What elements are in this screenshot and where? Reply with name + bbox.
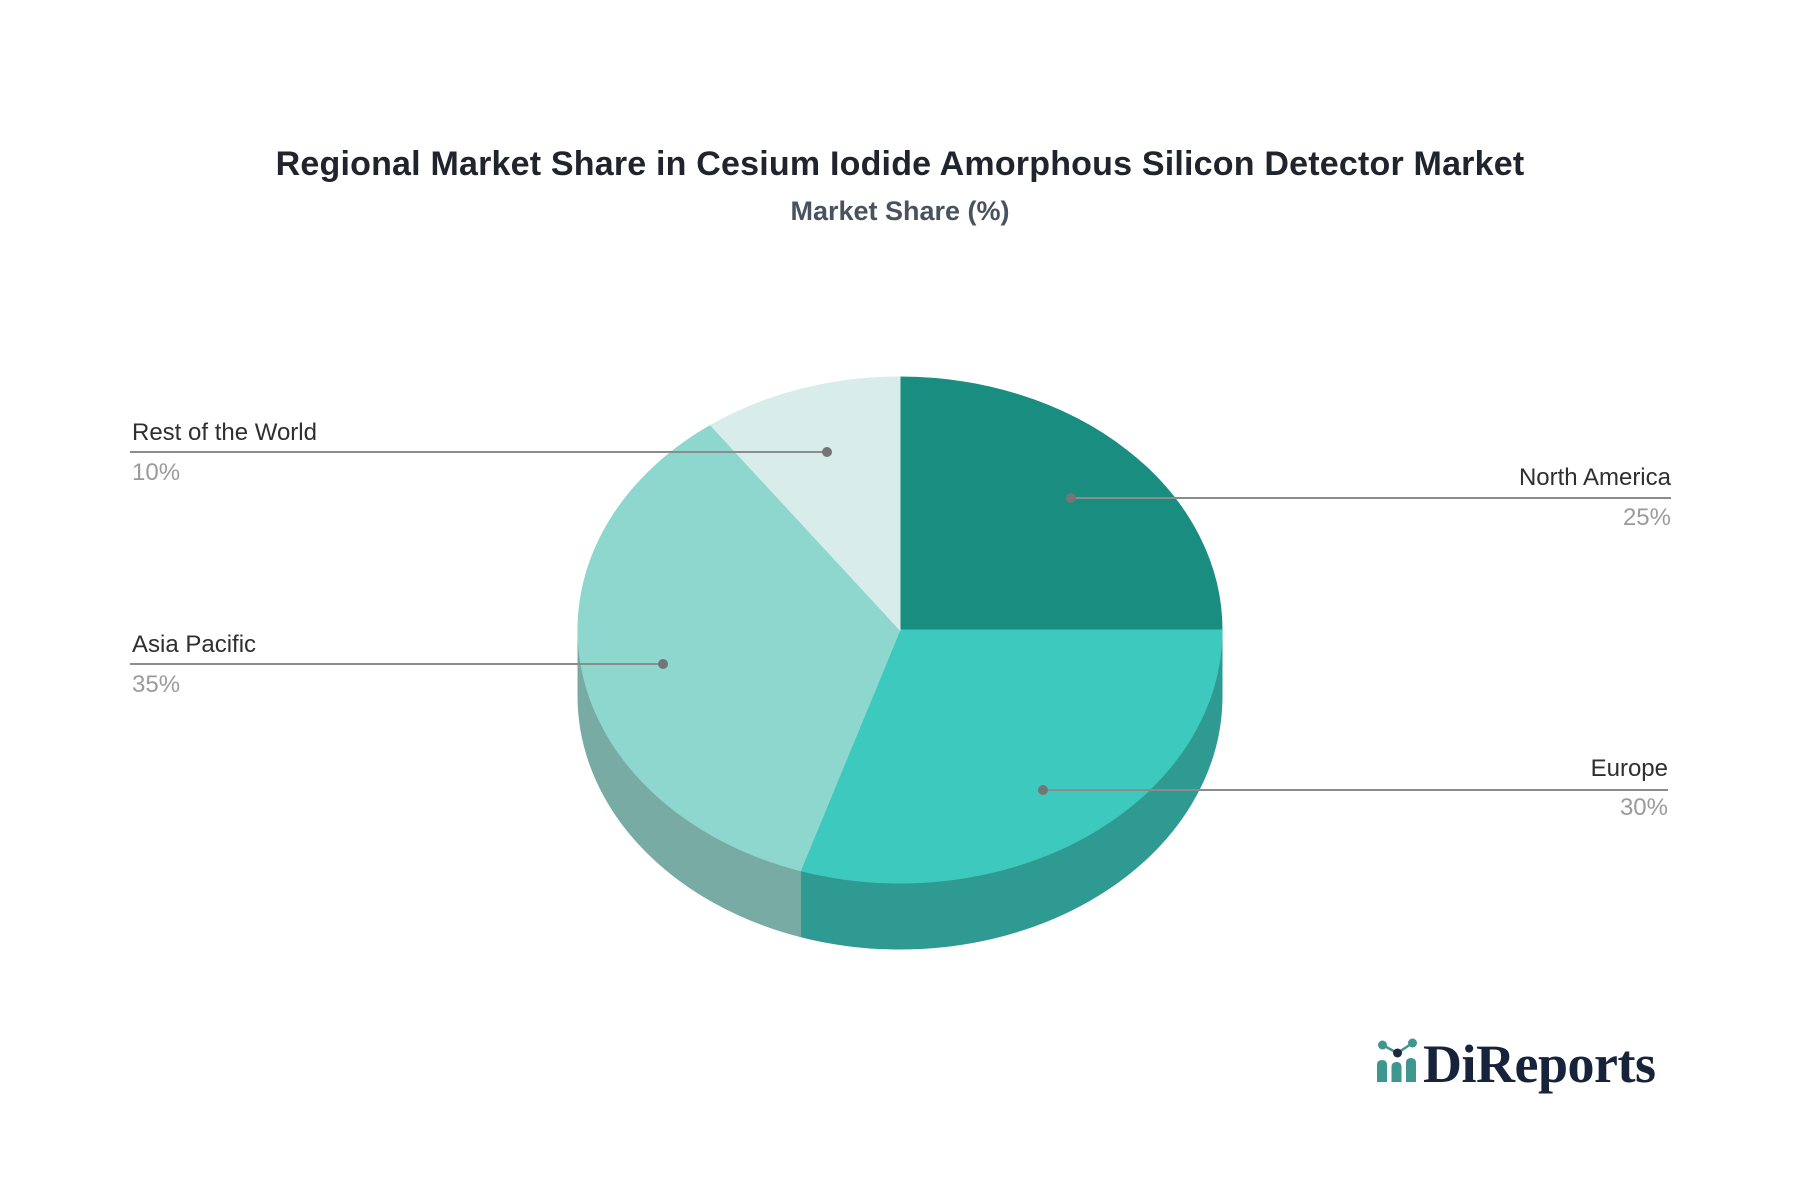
callout-label-rest-of-the-world: Rest of the World xyxy=(132,419,317,446)
pie-slice-europe[interactable] xyxy=(799,629,1223,884)
callout-label-asia-pacific: Asia Pacific xyxy=(132,631,257,658)
brand-name: DiReports xyxy=(1423,1034,1656,1094)
callout-value-asia-pacific: 35% xyxy=(132,671,181,698)
callout-label-north-america: North America xyxy=(1518,464,1671,491)
leader-dot xyxy=(658,659,668,669)
callout-value-north-america: 25% xyxy=(1622,504,1671,531)
callout-label-europe: Europe xyxy=(1590,755,1668,782)
brand-logo: DiReports xyxy=(1374,1030,1656,1095)
leader-dot xyxy=(822,447,832,457)
callout-value-rest-of-the-world: 10% xyxy=(132,459,181,486)
pie-slice-rest-of-the-world[interactable] xyxy=(709,376,901,632)
leader-dot xyxy=(1066,493,1076,503)
chart-subtitle: Market Share (%) xyxy=(790,196,1010,226)
callout-value-europe: 30% xyxy=(1619,794,1668,821)
bar-line-chart-icon xyxy=(1377,1038,1417,1082)
pie-slice-asia-pacific[interactable] xyxy=(577,424,901,872)
leader-dot xyxy=(1038,785,1048,795)
chart-title: Regional Market Share in Cesium Iodide A… xyxy=(275,145,1525,183)
pie-slice-north-america[interactable] xyxy=(899,376,1223,631)
